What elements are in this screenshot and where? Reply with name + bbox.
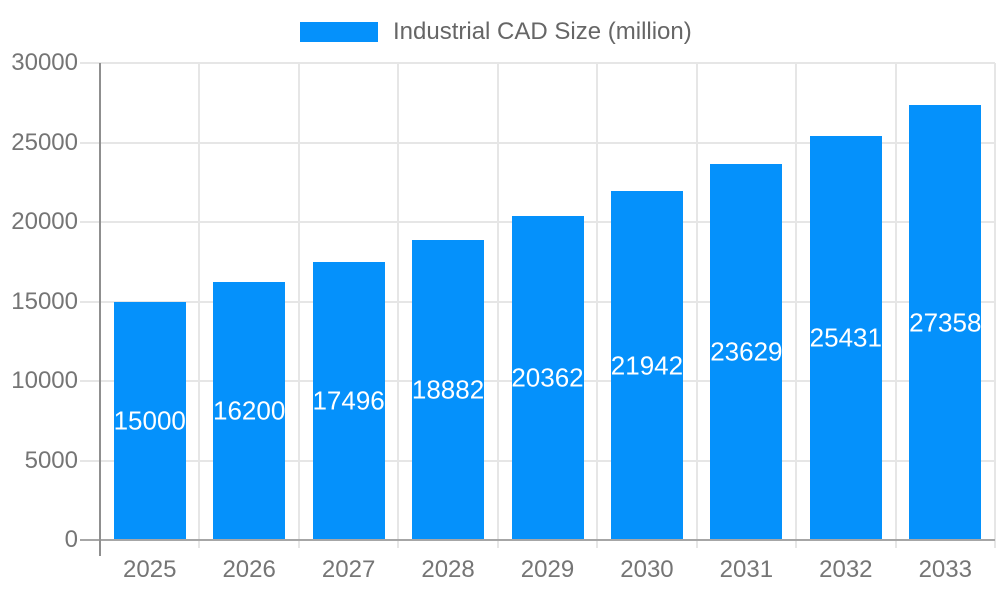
x-tick-label: 2027 <box>321 556 376 583</box>
x-tick-label: 2025 <box>123 556 177 583</box>
x-tick-label: 2028 <box>421 556 475 583</box>
x-gridline <box>695 63 698 548</box>
y-tick-label: 25000 <box>11 128 78 156</box>
y-tick-label: 10000 <box>11 367 78 394</box>
legend-swatch <box>300 22 378 42</box>
bar-2026[interactable] <box>213 282 286 540</box>
x-tick-label: 2026 <box>222 556 276 583</box>
x-tick-label: 2032 <box>819 556 873 583</box>
y-tick-label: 5000 <box>24 446 78 474</box>
bar-2032[interactable] <box>809 135 882 540</box>
y-tick-label: 0 <box>64 526 78 553</box>
x-tick-label: 2033 <box>918 556 972 583</box>
x-gridline <box>198 63 201 548</box>
x-tick-label: 2031 <box>719 556 774 583</box>
x-tick-label: 2029 <box>520 556 575 583</box>
bar-2031[interactable] <box>710 164 783 540</box>
x-gridline <box>894 63 897 548</box>
x-gridline <box>795 63 798 548</box>
bar-2028[interactable] <box>412 239 485 540</box>
legend-label: Industrial CAD Size (million) <box>393 18 692 45</box>
legend-item[interactable]: Industrial CAD Size (million) <box>300 18 692 46</box>
bar-2027[interactable] <box>312 261 385 540</box>
x-gridline <box>596 63 599 548</box>
x-gridline <box>994 63 996 548</box>
x-axis-line <box>80 539 995 541</box>
y-tick-label: 30000 <box>11 49 78 76</box>
x-tick-label: 2030 <box>620 556 674 583</box>
y-tick-label: 15000 <box>11 287 78 315</box>
bar-2025[interactable] <box>113 301 186 540</box>
y-axis-line <box>99 63 101 556</box>
y-gridline <box>80 62 995 64</box>
y-gridline <box>80 141 995 144</box>
x-gridline <box>496 63 499 548</box>
y-tick-label: 20000 <box>11 208 78 235</box>
bar-2033[interactable] <box>909 105 982 540</box>
bar-2029[interactable] <box>511 216 584 540</box>
x-gridline <box>397 63 400 548</box>
x-gridline <box>297 63 300 548</box>
bar-2030[interactable] <box>610 191 683 540</box>
